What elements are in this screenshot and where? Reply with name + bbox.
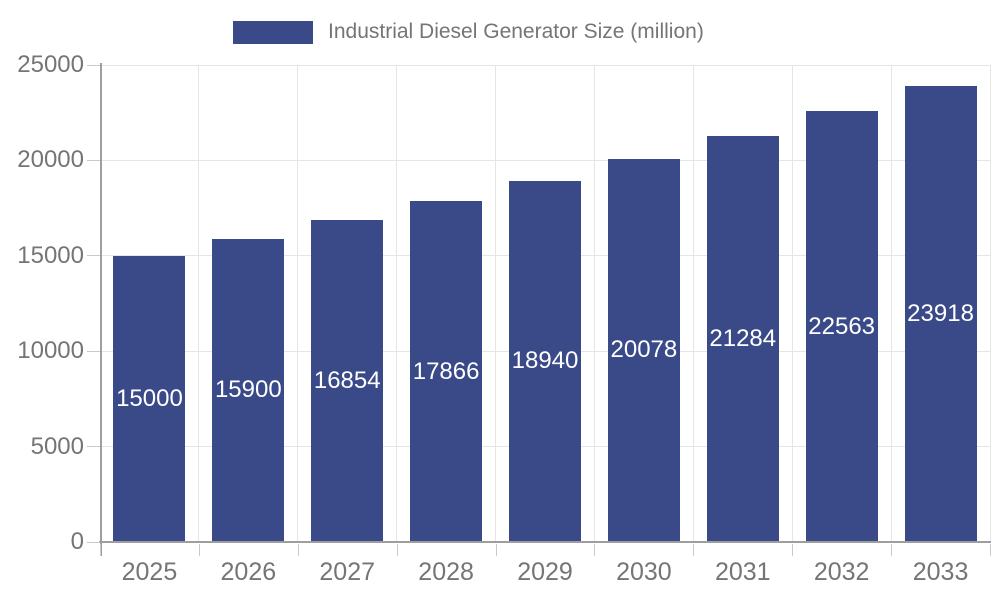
x-tick-label: 2030 [616, 558, 672, 586]
gridline-vertical [989, 65, 991, 542]
gridline-vertical [396, 65, 398, 542]
x-axis-tick [396, 544, 398, 556]
x-axis-tick [990, 544, 991, 556]
bar-2028: 17866 [410, 201, 483, 542]
bar-value-label: 23918 [907, 299, 974, 327]
bar-value-label: 17866 [412, 357, 480, 385]
x-axis-tick [297, 544, 299, 556]
y-tick-label: 20000 [17, 146, 84, 174]
gridline-horizontal [100, 64, 990, 66]
x-axis-tick [693, 544, 695, 556]
y-axis-tick [87, 350, 100, 352]
bar-value-label: 15000 [116, 384, 183, 412]
x-axis-tick [495, 544, 497, 556]
y-axis-tick [87, 159, 100, 161]
bar-value-label: 20078 [610, 336, 678, 364]
bar-2029: 18940 [509, 180, 581, 542]
x-axis-tick [594, 544, 596, 556]
y-axis-tick [87, 64, 100, 66]
y-tick-label: 0 [70, 528, 84, 555]
bar-value-label: 16854 [313, 367, 381, 395]
y-tick-label: 15000 [17, 241, 84, 269]
bar-2026: 15900 [212, 238, 285, 542]
gridline-vertical [692, 65, 694, 542]
gridline-vertical [890, 65, 892, 542]
y-axis-tick [87, 446, 100, 448]
y-axis-tick [87, 255, 100, 257]
x-tick-label: 2027 [319, 558, 376, 586]
x-axis-tick [891, 544, 893, 556]
bar-value-label: 22563 [808, 312, 876, 340]
gridline-vertical [495, 65, 497, 542]
x-axis-line [99, 541, 991, 543]
y-axis-line [100, 63, 102, 556]
gridline-horizontal [100, 159, 990, 161]
y-axis-tick [87, 541, 100, 543]
bar-value-label: 15900 [214, 376, 282, 404]
x-axis-tick [198, 544, 200, 556]
y-tick-label: 10000 [17, 337, 84, 365]
gridline-vertical [593, 65, 595, 542]
x-tick-label: 2025 [121, 558, 178, 586]
bar-2033: 23918 [904, 85, 977, 542]
bar-2031: 21284 [706, 135, 779, 542]
x-tick-label: 2028 [418, 558, 474, 586]
gridline-vertical [297, 65, 299, 542]
x-tick-label: 2031 [714, 558, 771, 586]
plot-area: 15000 15900 16854 17866 18940 20078 21284 22563… [87, 63, 991, 556]
y-tick-label: 5000 [30, 432, 84, 460]
y-tick-label: 25000 [17, 51, 84, 78]
bar-2027: 16854 [311, 220, 384, 542]
gridline-vertical [791, 65, 793, 542]
bar-value-label: 18940 [511, 347, 579, 375]
bar-2032: 22563 [805, 111, 878, 542]
x-axis-tick [100, 544, 101, 556]
legend: Industrial Diesel Generator Size (millio… [233, 20, 704, 44]
x-tick-label: 2032 [813, 558, 870, 586]
bar-value-label: 21284 [709, 324, 777, 352]
bar-2030: 20078 [607, 158, 680, 542]
gridline-vertical [198, 65, 200, 542]
bar-2025: 15000 [113, 255, 186, 542]
legend-swatch [233, 20, 313, 44]
x-tick-label: 2029 [517, 558, 573, 586]
x-tick-label: 2033 [912, 558, 969, 586]
legend-label: Industrial Diesel Generator Size (millio… [328, 20, 704, 43]
x-tick-label: 2026 [220, 558, 277, 586]
x-axis-tick [792, 544, 794, 556]
